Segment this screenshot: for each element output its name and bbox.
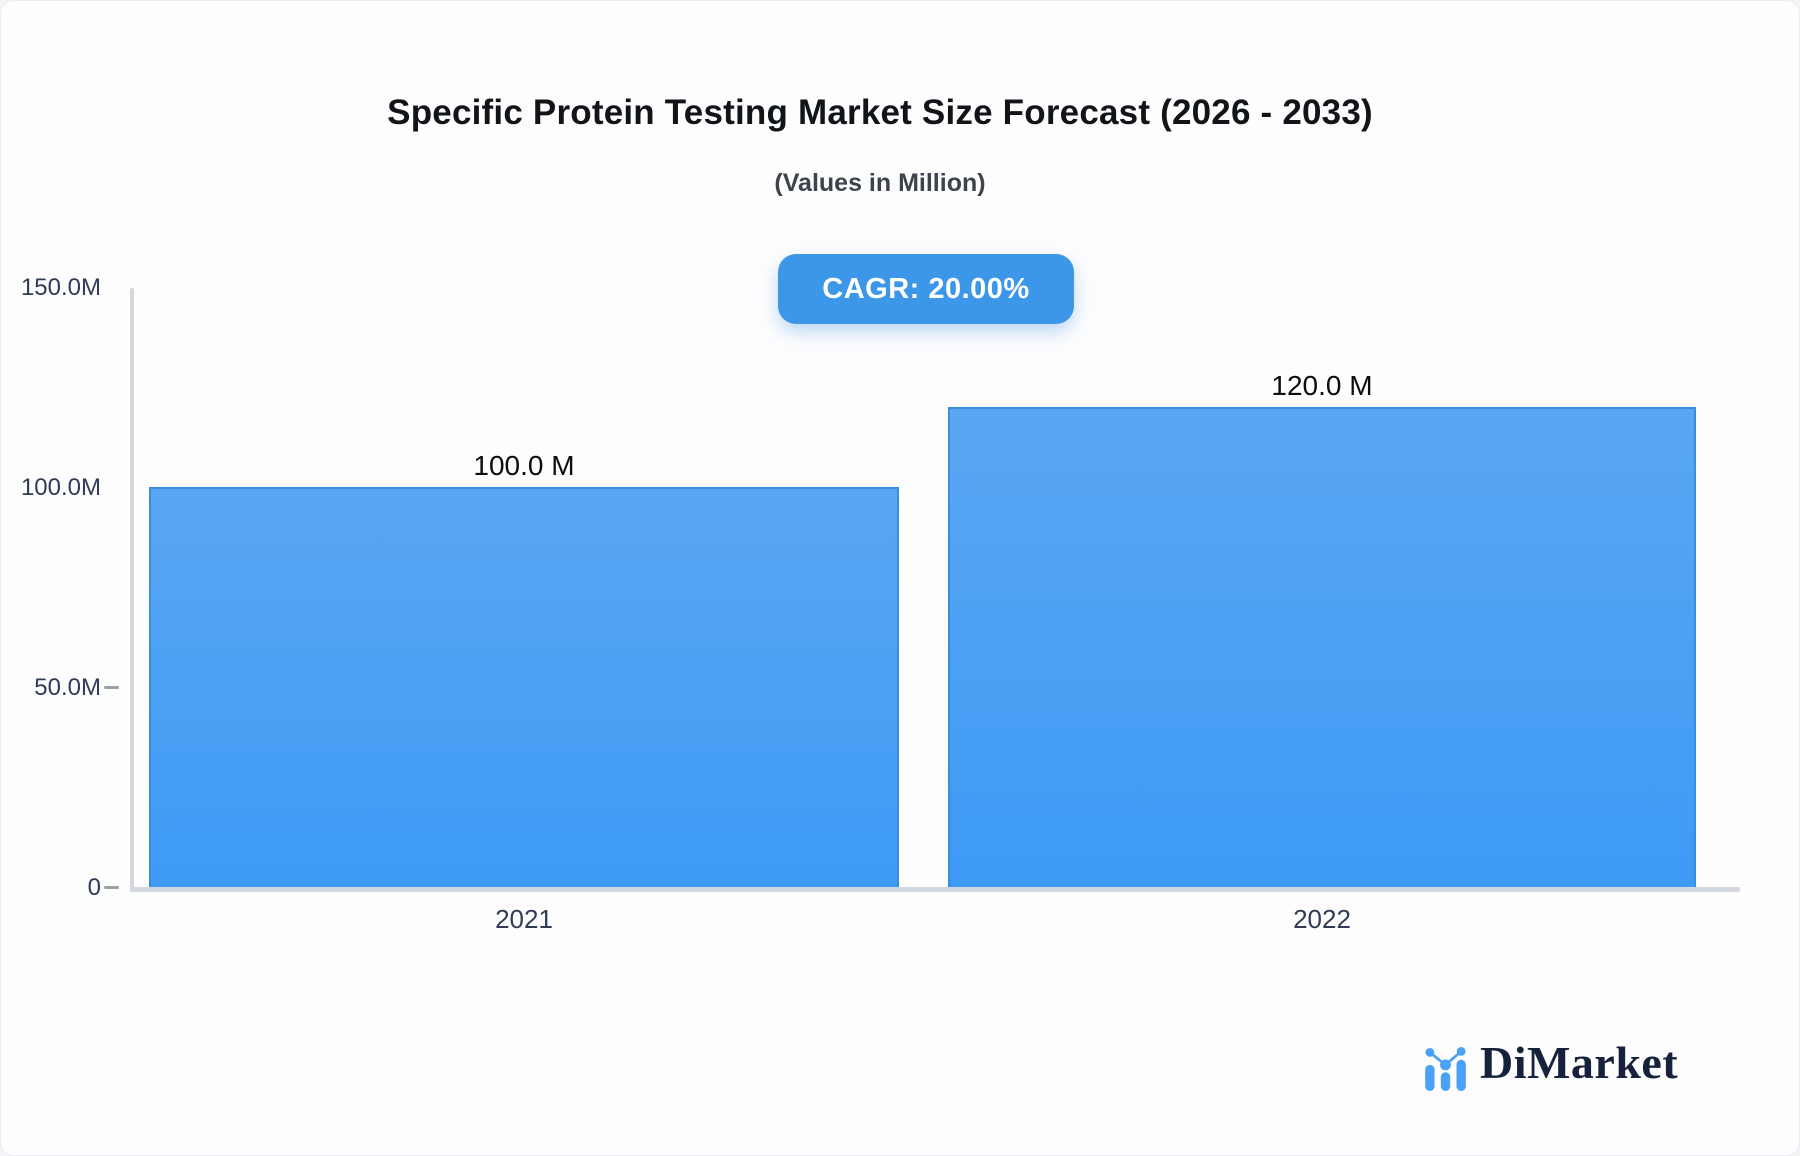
y-tick-label: 100.0M [20, 474, 101, 501]
cagr-badge: CAGR: 20.00% [778, 254, 1074, 324]
bar-2021[interactable] [149, 487, 899, 887]
y-tick-label: 0 [87, 874, 101, 901]
y-tick-mark [104, 686, 119, 689]
logo-text: DiMarket [1480, 1037, 1679, 1088]
x-axis-line [130, 887, 1740, 892]
bar-value-label: 120.0 M [1271, 370, 1373, 401]
x-axis-category-label: 2022 [1293, 904, 1351, 934]
mini-bar-chart-icon [1425, 1046, 1466, 1091]
y-tick-label: 150.0M [20, 274, 101, 301]
dimarket-logo: DiMarket [1422, 1037, 1678, 1091]
bar-2022[interactable] [948, 407, 1696, 887]
y-tick-mark [104, 886, 119, 889]
y-tick-label: 50.0M [34, 674, 101, 701]
y-axis-line [130, 288, 134, 888]
bar-value-label: 100.0 M [473, 450, 575, 481]
chart-title: Specific Protein Testing Market Size For… [387, 93, 1373, 132]
cagr-badge-label: CAGR: 20.00% [822, 272, 1030, 305]
chart-subtitle: (Values in Million) [774, 169, 986, 197]
x-axis-category-label: 2021 [495, 904, 553, 934]
